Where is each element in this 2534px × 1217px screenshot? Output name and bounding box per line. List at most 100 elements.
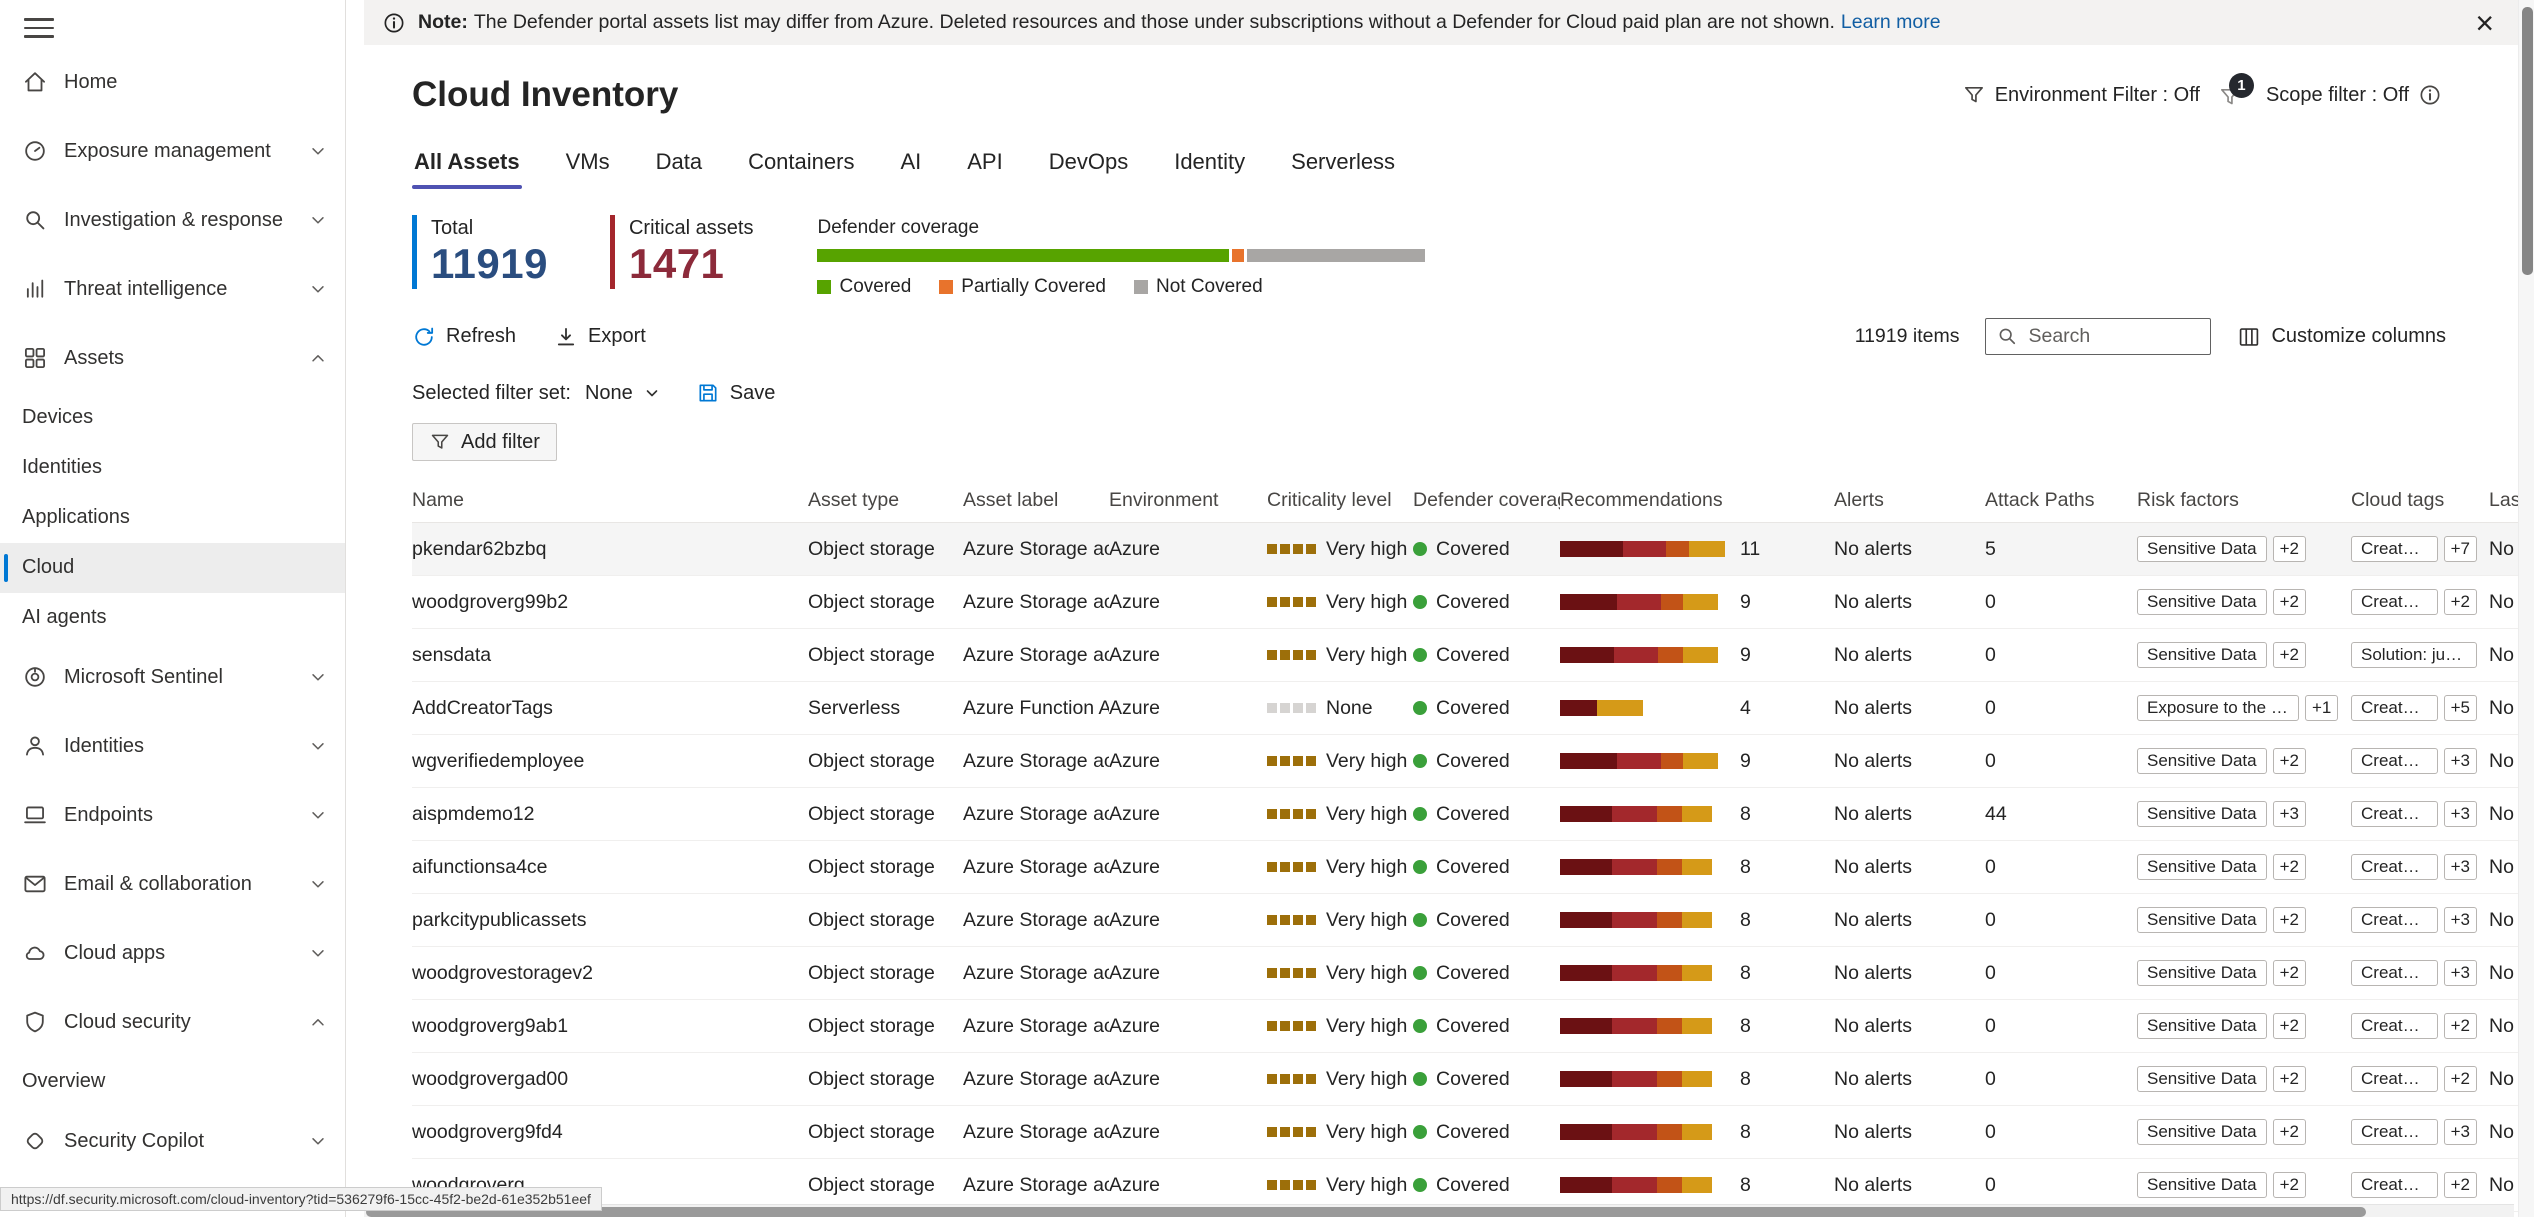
sidebar-item-cloud[interactable]: Cloud [0,542,345,593]
sidebar-item-ai-agents[interactable]: AI agents [0,593,345,643]
total-stat-card[interactable]: Total 11919 [412,215,548,290]
risk-factor-more-badge[interactable]: +2 [2272,1119,2307,1145]
cloud-tag-more-badge[interactable]: +3 [2443,854,2477,880]
tab-vms[interactable]: VMs [565,149,610,174]
cloud-tag-pill[interactable]: CreatedD... [2351,960,2438,986]
horizontal-scrollbar[interactable] [364,1204,2514,1217]
risk-factor-pill[interactable]: Sensitive Data [2137,907,2267,933]
risk-factor-more-badge[interactable]: +1 [2305,695,2339,721]
cloud-tag-more-badge[interactable]: +3 [2443,748,2477,774]
cell-name[interactable]: wgverifiedemployee [412,749,585,772]
cloud-tag-pill[interactable]: CreatedD... [2351,589,2438,615]
cloud-tag-pill[interactable]: CreatedD... [2351,801,2438,827]
cell-name[interactable]: woodgroverg9ab1 [412,1014,569,1037]
risk-factor-pill[interactable]: Sensitive Data [2137,748,2267,774]
risk-factor-more-badge[interactable]: +2 [2272,589,2307,615]
scope-info-icon[interactable] [2418,83,2442,107]
sidebar-item-identities[interactable]: Identities [0,443,345,493]
sidebar-item-security-copilot[interactable]: Security Copilot [0,1107,345,1176]
cell-name[interactable]: woodgrovergad00 [412,1067,569,1090]
sidebar-item-investigation-response[interactable]: Investigation & response [0,186,345,255]
cloud-tag-more-badge[interactable]: +3 [2443,907,2477,933]
sidebar-item-microsoft-sentinel[interactable]: Microsoft Sentinel [0,643,345,712]
cell-name[interactable]: woodgrovestoragev2 [412,961,594,984]
tab-all-assets[interactable]: All Assets [412,149,522,189]
critical-assets-stat-card[interactable]: Critical assets 1471 [609,215,753,290]
risk-factor-pill[interactable]: Sensitive Data [2137,960,2267,986]
cell-name[interactable]: aispmdemo12 [412,802,535,825]
cloud-tag-pill[interactable]: CreatedD... [2351,536,2438,562]
column-header-name[interactable]: Name [412,489,465,511]
tab-containers[interactable]: Containers [748,149,855,174]
risk-factor-more-badge[interactable]: +2 [2272,1066,2307,1092]
export-button[interactable]: Export [554,325,646,349]
tab-data[interactable]: Data [655,149,703,174]
add-filter-button[interactable]: Add filter [412,423,557,461]
risk-factor-pill[interactable]: Sensitive Data [2137,1013,2267,1039]
table-row[interactable]: AddCreatorTags Serverless Azure Function… [412,682,2534,735]
cloud-tag-pill[interactable]: CreatedD... [2351,695,2438,721]
table-row[interactable]: sensdata Object storage Azure Storage ac… [412,629,2534,682]
column-header-alerts[interactable]: Alerts [1834,489,1884,511]
cell-name[interactable]: AddCreatorTags [412,696,553,719]
sidebar-item-home[interactable]: Home [0,48,345,117]
horizontal-scrollbar-thumb[interactable] [366,1206,2366,1217]
sidebar-item-devices[interactable]: Devices [0,393,345,443]
column-header-recommendations[interactable]: Recommendations [1560,489,1723,511]
cloud-tag-pill[interactable]: CreatedD... [2351,1119,2438,1145]
cloud-tag-pill[interactable]: CreatedD... [2351,907,2438,933]
sidebar-item-email-collaboration[interactable]: Email & collaboration [0,850,345,919]
table-row[interactable]: pkendar62bzbq Object storage Azure Stora… [412,523,2534,576]
risk-factor-pill[interactable]: Sensitive Data [2137,589,2267,615]
sidebar-item-identities[interactable]: Identities [0,712,345,781]
cloud-tag-more-badge[interactable]: +3 [2443,801,2477,827]
filter-set-dropdown[interactable]: None [585,382,662,405]
risk-factor-more-badge[interactable]: +2 [2272,960,2307,986]
learn-more-link[interactable]: Learn more [1840,11,1941,33]
table-row[interactable]: aispmdemo12 Object storage Azure Storage… [412,788,2534,841]
column-header-attack-paths[interactable]: Attack Paths [1985,489,2095,511]
risk-factor-pill[interactable]: Sensitive Data [2137,801,2267,827]
risk-factor-more-badge[interactable]: +2 [2272,854,2307,880]
search-input[interactable] [1985,318,2212,355]
table-row[interactable]: parkcitypublicassets Object storage Azur… [412,894,2534,947]
cloud-tag-more-badge[interactable]: +3 [2443,960,2477,986]
scope-filter-button[interactable]: Scope filter : Off [2266,83,2442,107]
sidebar-item-cloud-apps[interactable]: Cloud apps [0,919,345,988]
risk-factor-more-badge[interactable]: +2 [2272,536,2307,562]
customize-columns-button[interactable]: Customize columns [2237,325,2446,349]
risk-factor-more-badge[interactable]: +2 [2272,642,2307,668]
table-row[interactable]: woodgrovestoragev2 Object storage Azure … [412,947,2534,1000]
column-header-criticality-level[interactable]: Criticality level [1267,489,1392,511]
risk-factor-more-badge[interactable]: +2 [2272,748,2307,774]
cell-name[interactable]: woodgroverg9fd4 [412,1120,563,1143]
cloud-tag-pill[interactable]: CreatedD... [2351,1066,2438,1092]
sidebar-item-applications[interactable]: Applications [0,493,345,543]
refresh-button[interactable]: Refresh [412,325,516,349]
risk-factor-pill[interactable]: Sensitive Data [2137,1066,2267,1092]
vertical-scrollbar[interactable] [2518,0,2534,1217]
column-header-risk-factors[interactable]: Risk factors [2137,489,2239,511]
risk-factor-pill[interactable]: Sensitive Data [2137,854,2267,880]
tab-identity[interactable]: Identity [1174,149,1246,174]
cloud-tag-more-badge[interactable]: +2 [2443,1066,2477,1092]
column-header-cloud-tags[interactable]: Cloud tags [2351,489,2445,511]
cloud-tag-more-badge[interactable]: +3 [2443,1119,2477,1145]
column-header-asset-type[interactable]: Asset type [808,489,900,511]
save-button[interactable]: Save [696,381,775,405]
cloud-tag-pill[interactable]: Solution: jumps... [2351,642,2477,668]
sidebar-item-overview[interactable]: Overview [0,1057,345,1107]
hamburger-menu-icon[interactable] [24,18,54,38]
sidebar-item-assets[interactable]: Assets [0,324,345,393]
tab-api[interactable]: API [967,149,1003,174]
vertical-scrollbar-thumb[interactable] [2521,7,2533,275]
risk-factor-pill[interactable]: Sensitive Data [2137,1172,2267,1198]
cloud-tag-more-badge[interactable]: +2 [2443,589,2477,615]
risk-factor-pill[interactable]: Sensitive Data [2137,1119,2267,1145]
risk-factor-pill[interactable]: Sensitive Data [2137,642,2267,668]
sidebar-item-endpoints[interactable]: Endpoints [0,781,345,850]
risk-factor-more-badge[interactable]: +2 [2272,1013,2307,1039]
table-row[interactable]: woodgroverg99b2 Object storage Azure Sto… [412,576,2534,629]
tab-serverless[interactable]: Serverless [1291,149,1396,174]
sidebar-item-exposure-management[interactable]: Exposure management [0,117,345,186]
